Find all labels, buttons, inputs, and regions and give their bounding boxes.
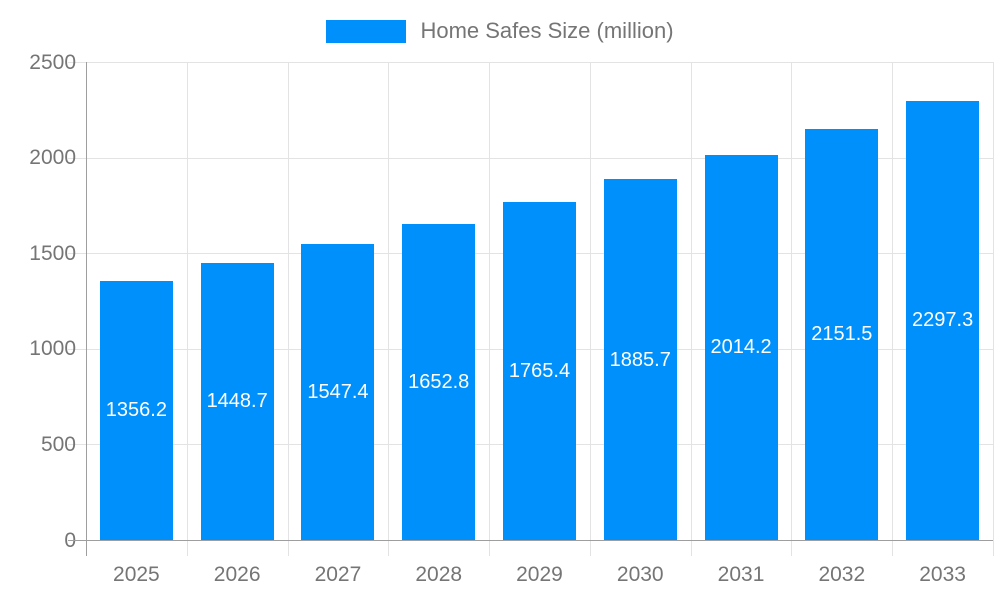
x-gridline	[186, 62, 188, 556]
y-axis-tick-label: 0	[64, 528, 76, 552]
legend[interactable]: Home Safes Size (million)	[0, 18, 1000, 44]
x-gridline	[489, 62, 491, 556]
bar[interactable]: 1547.4	[301, 244, 375, 540]
y-axis-tick-label: 2000	[29, 146, 76, 170]
y-axis-tick-label: 1500	[29, 241, 76, 265]
x-axis-tick-label: 2030	[616, 563, 664, 586]
y-axis-line	[86, 62, 87, 556]
x-axis-tick-label: 2033	[919, 563, 966, 586]
x-gridline	[388, 62, 390, 556]
y-axis-tick-label: 2500	[29, 50, 76, 74]
x-axis-tick-label: 2028	[415, 563, 463, 586]
bar[interactable]: 2014.2	[704, 154, 778, 540]
bar-value-label: 1547.4	[307, 381, 369, 404]
x-axis-tick-label: 2027	[314, 563, 362, 586]
bar-value-label: 1356.2	[105, 399, 167, 422]
bar[interactable]: 2297.3	[906, 100, 980, 540]
x-gridline	[892, 62, 894, 556]
x-axis-tick-label: 2032	[818, 563, 866, 586]
bar[interactable]: 1356.2	[99, 280, 173, 540]
bar[interactable]: 1765.4	[503, 202, 576, 540]
x-axis-line	[68, 540, 993, 541]
bar[interactable]: 1448.7	[200, 263, 274, 540]
y-axis-tick-label: 1000	[29, 337, 76, 361]
bar[interactable]: 2151.5	[805, 128, 879, 540]
y-gridline	[68, 62, 993, 63]
bar-value-label: 1652.8	[408, 370, 470, 393]
bar[interactable]: 1652.8	[402, 223, 476, 540]
bar-value-label: 2297.3	[912, 309, 974, 332]
x-axis-tick-label: 2031	[717, 563, 765, 586]
x-axis-tick-label: 2026	[213, 563, 261, 586]
bar[interactable]: 1885.7	[603, 179, 677, 540]
x-gridline	[791, 62, 793, 556]
legend-swatch	[326, 19, 407, 43]
x-gridline	[690, 62, 692, 556]
x-axis-tick-label: 2025	[113, 563, 160, 586]
x-gridline	[287, 62, 289, 556]
x-gridline	[589, 62, 591, 556]
x-gridline	[993, 62, 994, 556]
bar-value-label: 1765.4	[508, 360, 571, 383]
bar-value-label: 2014.2	[710, 336, 772, 359]
x-axis-tick-label: 2029	[516, 563, 563, 586]
bar-value-label: 2151.5	[811, 323, 873, 346]
legend-label: Home Safes Size (million)	[420, 18, 674, 43]
y-axis-tick-label: 500	[40, 432, 76, 456]
bar-value-label: 1885.7	[609, 348, 671, 371]
y-gridline	[68, 157, 993, 159]
bar-value-label: 1448.7	[206, 390, 268, 413]
